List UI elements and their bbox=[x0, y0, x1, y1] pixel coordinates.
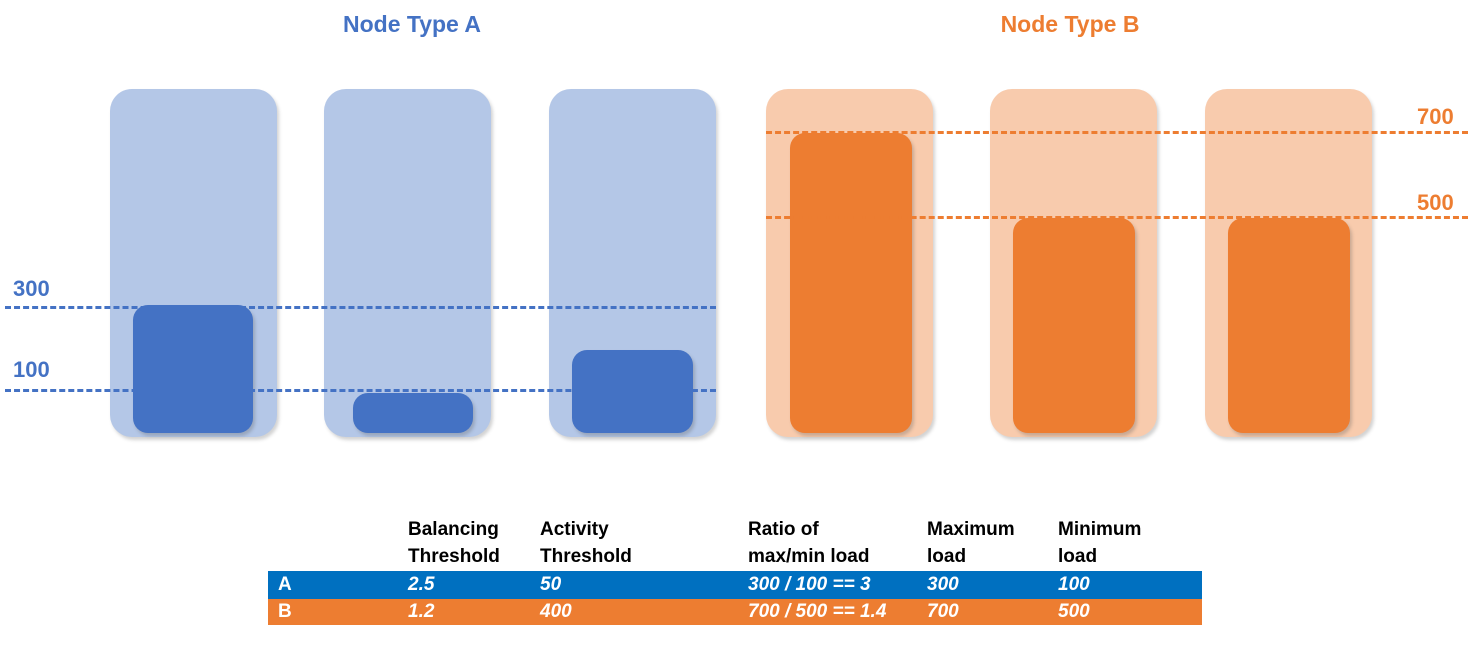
threshold-line-a-300 bbox=[5, 306, 716, 309]
row-a-maximum-load: 300 bbox=[927, 574, 959, 595]
row-a-activity-threshold: 50 bbox=[540, 574, 562, 595]
threshold-line-a-100 bbox=[5, 389, 716, 392]
row-b-label: B bbox=[278, 601, 292, 622]
node-type-a-title: Node Type A bbox=[342, 11, 481, 37]
threshold-line-b-500 bbox=[766, 216, 1468, 219]
table-row-b: B 1.2 400 700 / 500 == 1.4 700 500 bbox=[268, 599, 1202, 625]
table-row-a: A 2.5 50 300 / 100 == 3 300 100 bbox=[268, 571, 1202, 599]
node-b2-load-bar bbox=[1013, 218, 1135, 433]
row-b-minimum-load: 500 bbox=[1058, 601, 1090, 622]
node-b1-load-bar bbox=[790, 133, 912, 433]
row-a-balancing-threshold: 2.5 bbox=[408, 574, 435, 595]
table-header-balancing-threshold: Balancing Threshold bbox=[408, 519, 500, 567]
row-b-balancing-threshold: 1.2 bbox=[408, 601, 435, 622]
node-a2-capacity-box bbox=[324, 89, 491, 437]
threshold-label-500: 500 bbox=[1417, 190, 1454, 215]
row-a-ratio: 300 / 100 == 3 bbox=[748, 574, 871, 595]
table-header-ratio-max-min-load: Ratio of max/min load bbox=[748, 519, 870, 567]
row-b-maximum-load: 700 bbox=[927, 601, 959, 622]
row-a-label: A bbox=[278, 574, 292, 595]
table-header-maximum-load: Maximum load bbox=[927, 519, 1015, 567]
threshold-label-100: 100 bbox=[13, 357, 50, 382]
node-b3-load-bar bbox=[1228, 218, 1350, 433]
threshold-line-b-700 bbox=[766, 131, 1468, 134]
node-type-b-title: Node Type B bbox=[1000, 11, 1140, 37]
node-a1-load-bar bbox=[133, 305, 253, 433]
row-b-activity-threshold: 400 bbox=[540, 601, 572, 622]
table-header-minimum-load: Minimum load bbox=[1058, 519, 1142, 567]
row-a-minimum-load: 100 bbox=[1058, 574, 1090, 595]
node-a2-load-bar bbox=[353, 393, 473, 433]
table-header-activity-threshold: Activity Threshold bbox=[540, 519, 632, 567]
threshold-label-300: 300 bbox=[13, 276, 50, 301]
threshold-label-700: 700 bbox=[1417, 104, 1454, 129]
row-b-ratio: 700 / 500 == 1.4 bbox=[748, 601, 887, 622]
